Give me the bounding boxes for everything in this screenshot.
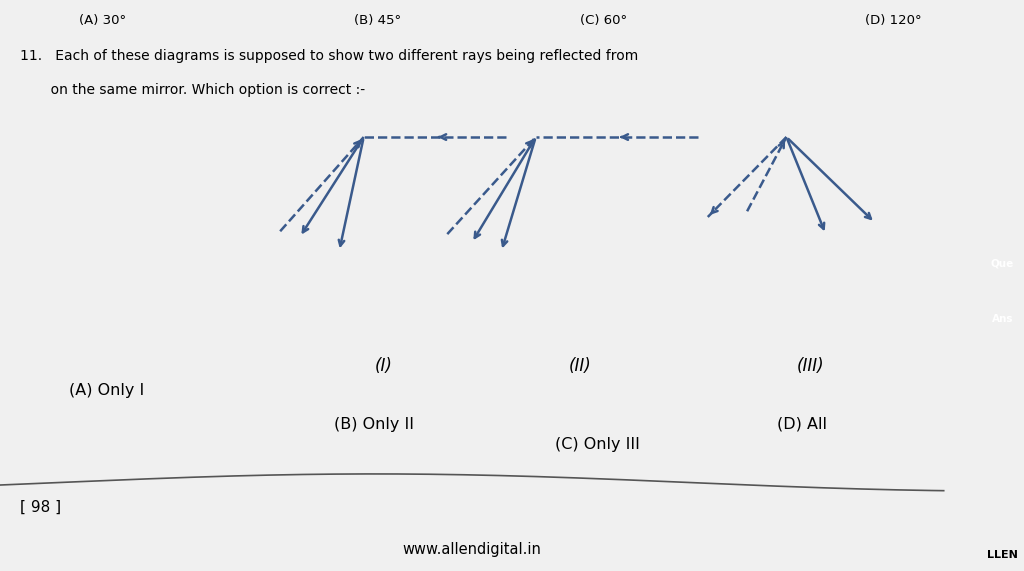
Text: on the same mirror. Which option is correct :-: on the same mirror. Which option is corr…	[19, 83, 365, 97]
Text: Ans: Ans	[992, 314, 1013, 324]
Text: (III): (III)	[798, 357, 824, 375]
Text: (A) 30°: (A) 30°	[79, 14, 126, 27]
Text: [ 98 ]: [ 98 ]	[19, 500, 60, 514]
Text: (C) Only III: (C) Only III	[555, 437, 640, 452]
Text: (I): (I)	[375, 357, 392, 375]
Text: (A) Only I: (A) Only I	[69, 383, 144, 397]
Text: (B) 45°: (B) 45°	[354, 14, 401, 27]
Text: www.allendigital.in: www.allendigital.in	[402, 542, 542, 557]
Text: (D) All: (D) All	[776, 417, 826, 432]
Text: (II): (II)	[568, 357, 592, 375]
Text: Que: Que	[991, 259, 1014, 268]
Text: (D) 120°: (D) 120°	[865, 14, 922, 27]
Text: 11.   Each of these diagrams is supposed to show two different rays being reflec: 11. Each of these diagrams is supposed t…	[19, 49, 638, 63]
Text: (C) 60°: (C) 60°	[580, 14, 627, 27]
Text: LLEN: LLEN	[987, 550, 1018, 560]
Text: (B) Only II: (B) Only II	[334, 417, 415, 432]
